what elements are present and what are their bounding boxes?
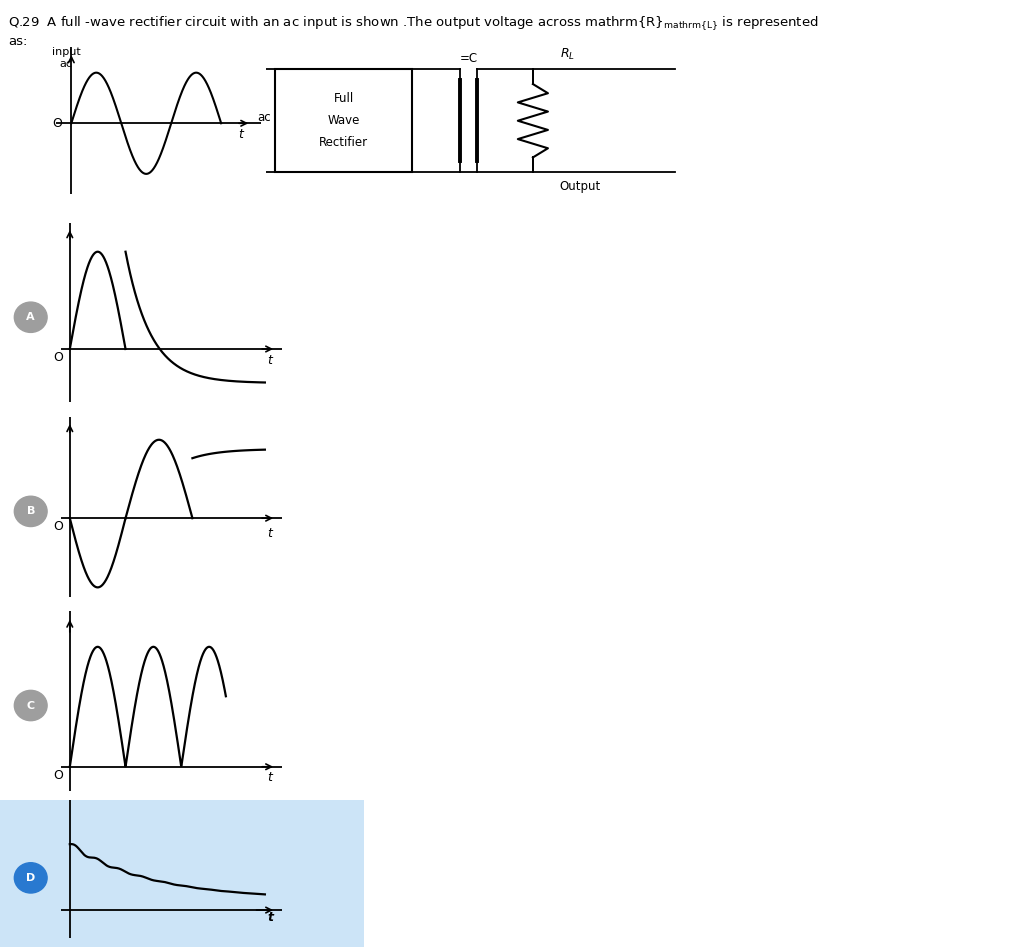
Text: =C: =C — [460, 52, 477, 64]
Text: O: O — [53, 520, 63, 533]
Text: O: O — [52, 116, 62, 130]
Text: Wave: Wave — [328, 115, 359, 127]
Text: t: t — [267, 911, 273, 924]
Text: B: B — [27, 507, 35, 516]
Text: A: A — [27, 313, 35, 322]
Text: input
ac: input ac — [52, 47, 81, 69]
Text: C: C — [27, 701, 35, 710]
Text: D: D — [26, 873, 36, 883]
Text: Rectifier: Rectifier — [319, 136, 369, 150]
Text: Output: Output — [559, 181, 601, 193]
Bar — [274, 69, 413, 172]
Text: $R_L$: $R_L$ — [560, 47, 574, 63]
Text: t: t — [267, 527, 272, 540]
Text: Full: Full — [334, 92, 353, 105]
Text: t: t — [267, 353, 272, 366]
Text: O: O — [53, 351, 63, 364]
Text: Q.29  A full -wave rectifier circuit with an ac input is shown .The output volta: Q.29 A full -wave rectifier circuit with… — [8, 14, 818, 32]
Text: t: t — [239, 129, 244, 141]
Text: O: O — [53, 769, 63, 782]
Text: t: t — [267, 771, 272, 784]
Text: ac: ac — [257, 111, 270, 123]
Text: as:: as: — [8, 35, 28, 48]
